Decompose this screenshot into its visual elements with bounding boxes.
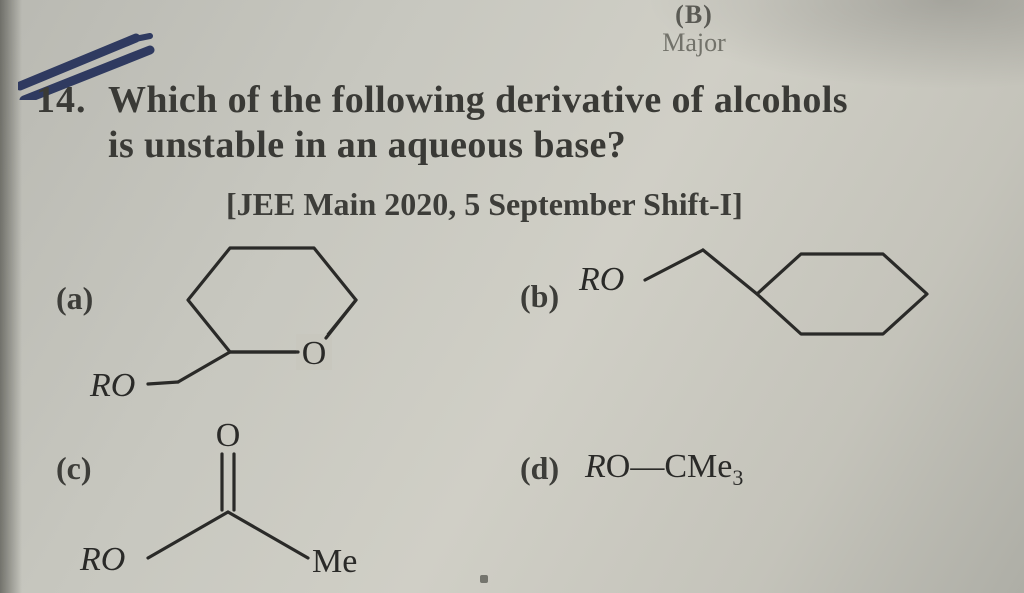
option-d-O-dash: O— <box>606 448 665 485</box>
option-d-structure: RO—CMe3 <box>585 448 743 491</box>
option-b-structure: RO <box>575 232 955 382</box>
previous-option-label: (B) Major <box>634 0 754 58</box>
option-b-RO: RO <box>578 261 624 298</box>
option-a-structure: O RO <box>70 230 390 405</box>
option-d-label: (d) <box>520 450 559 487</box>
option-d-R: R <box>585 448 606 485</box>
page: (B) Major 14. Which of the following der… <box>0 0 1024 593</box>
question-text: Which of the following derivative of alc… <box>108 78 978 168</box>
shadow-left <box>0 0 22 593</box>
option-d-CMe: CMe <box>664 448 732 485</box>
option-c-Me: Me <box>312 543 357 580</box>
stray-dot <box>480 575 488 583</box>
option-c-structure: RO Me O <box>70 420 400 585</box>
option-d-sub3: 3 <box>732 465 743 490</box>
option-a-ring-O: O <box>302 335 327 372</box>
option-c-RO: RO <box>79 541 125 578</box>
question-line1: Which of the following derivative of alc… <box>108 79 848 121</box>
previous-option-b: (B) <box>634 0 754 30</box>
question-source: [JEE Main 2020, 5 September Shift-I] <box>226 186 743 223</box>
previous-option-major: Major <box>634 28 754 58</box>
question-row: 14. Which of the following derivative of… <box>36 78 996 168</box>
question-line2: is unstable in an aqueous base? <box>108 123 978 168</box>
option-b-label: (b) <box>520 278 559 315</box>
option-a-RO: RO <box>89 367 135 404</box>
question-number: 14. <box>36 78 104 122</box>
option-c-O: O <box>216 420 241 454</box>
